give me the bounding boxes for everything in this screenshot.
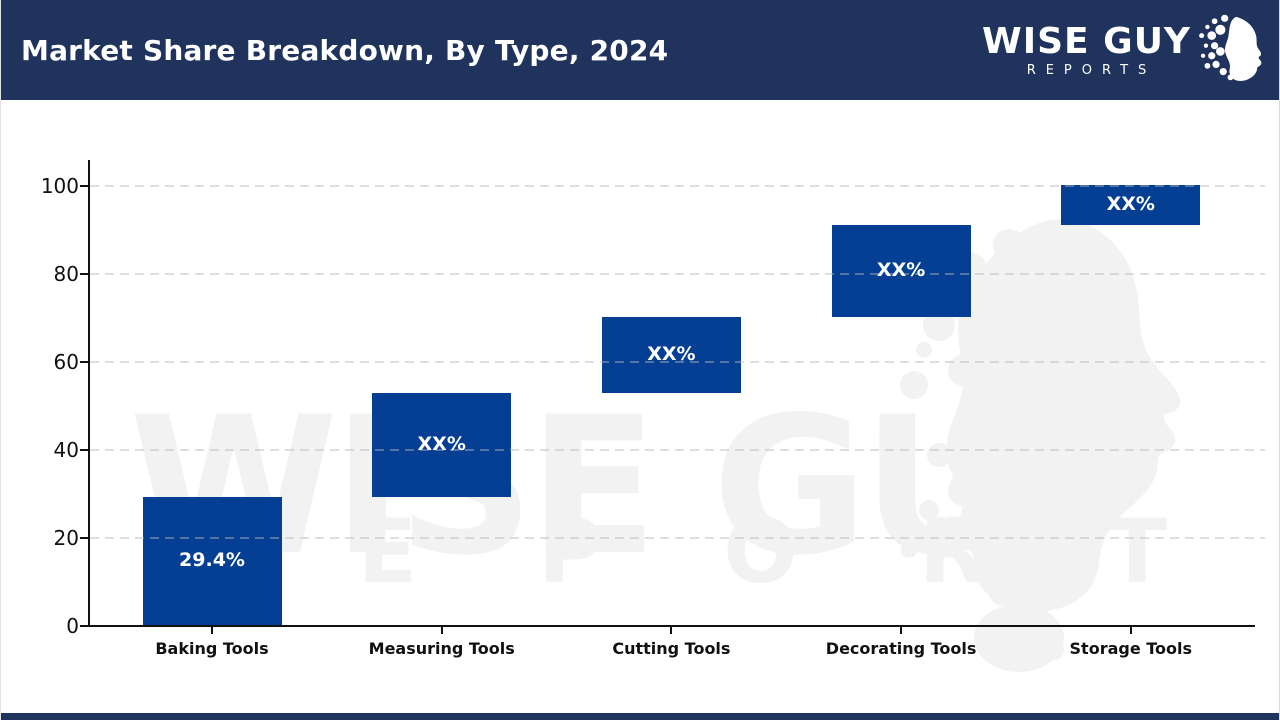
- bar: [831, 224, 971, 317]
- bar-value-label: XX%: [876, 258, 926, 281]
- y-tick-label: 0: [66, 614, 79, 638]
- x-tick-mark: [440, 627, 443, 634]
- y-tick-mark: [80, 537, 88, 539]
- x-axis-spine: [88, 625, 1255, 627]
- header: Market Share Breakdown, By Type, 2024 WI…: [1, 0, 1279, 100]
- x-category-label: Storage Tools: [1069, 639, 1193, 658]
- chart-title: Market Share Breakdown, By Type, 2024: [21, 33, 669, 67]
- x-category-label: Measuring Tools: [368, 639, 515, 658]
- x-tick-mark: [1129, 627, 1132, 634]
- gridline: [90, 273, 1265, 275]
- x-tick-mark: [900, 627, 903, 634]
- bar: [601, 316, 741, 393]
- gridline: [90, 537, 1265, 539]
- y-axis-spine: [88, 160, 90, 627]
- bar-value-label: XX%: [1106, 192, 1155, 215]
- y-tick-label: 100: [40, 174, 79, 198]
- y-tick-label: 20: [53, 526, 79, 550]
- x-category-label: Cutting Tools: [612, 639, 731, 658]
- y-tick-mark: [80, 625, 88, 627]
- x-category-label: Baking Tools: [155, 639, 269, 658]
- bar: [1061, 184, 1201, 225]
- wiseguy-logo: WISE GUY REPORTS: [982, 8, 1265, 92]
- logo-wordmark: WISE GUY REPORTS: [981, 20, 1191, 78]
- x-category-label: Decorating Tools: [825, 639, 977, 658]
- bar: [372, 392, 512, 497]
- logo-text-reports: REPORTS: [1026, 62, 1157, 78]
- wiseguy-face-icon: [1199, 14, 1262, 81]
- logo-text-wiseguy: WISE GUY: [981, 20, 1191, 62]
- bar: [142, 496, 282, 626]
- bar-value-label: XX%: [647, 342, 696, 365]
- chart-area: WISE GUY R E P O R T S 29.4% XX% XX% XX% XX%: [1, 100, 1280, 713]
- gridline: [90, 185, 1265, 187]
- x-tick-mark: [670, 627, 673, 634]
- y-tick-mark: [80, 273, 88, 275]
- footer-bar: [1, 713, 1279, 720]
- y-tick-mark: [80, 449, 88, 451]
- gridline: [90, 449, 1265, 451]
- y-tick-label: 60: [53, 350, 79, 374]
- gridline: [90, 361, 1265, 363]
- y-tick-label: 40: [53, 438, 79, 462]
- bar-value-label: 29.4%: [179, 549, 245, 572]
- x-tick-mark: [211, 627, 213, 634]
- y-tick-label: 80: [53, 262, 79, 286]
- bar-value-label: XX%: [417, 432, 466, 455]
- y-tick-mark: [80, 185, 88, 187]
- y-tick-mark: [80, 361, 88, 363]
